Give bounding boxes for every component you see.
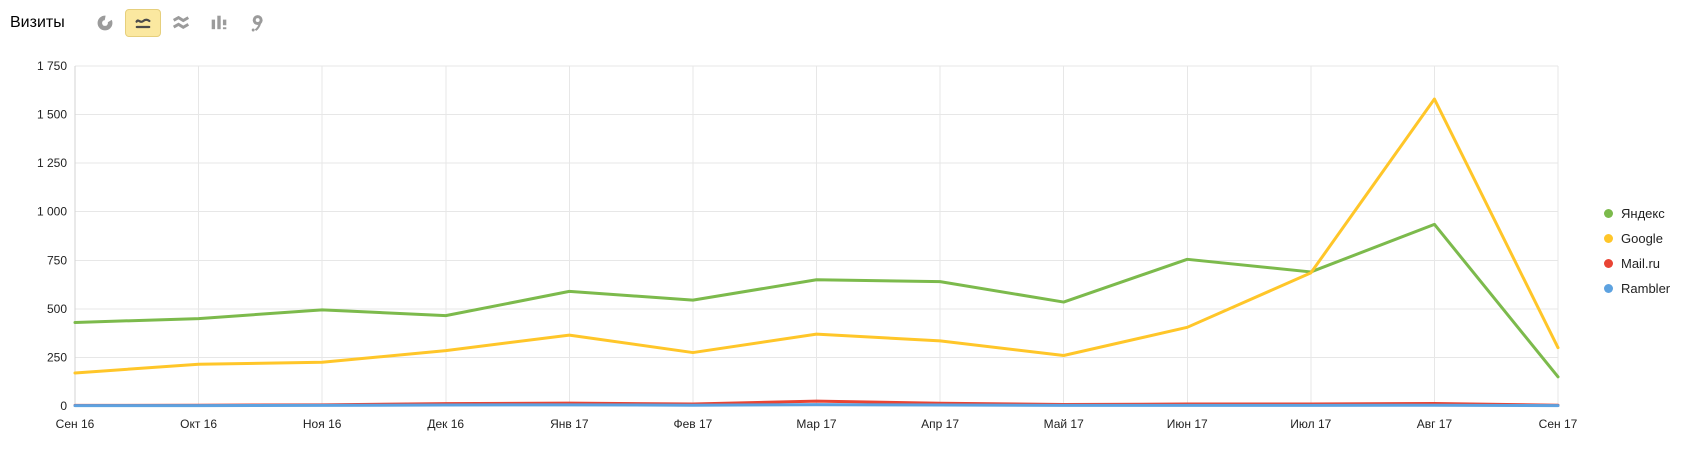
legend-label: Google — [1621, 231, 1663, 246]
x-axis-label: Июл 17 — [1290, 417, 1331, 431]
x-axis-label: Мар 17 — [796, 417, 836, 431]
x-axis-label: Дек 16 — [427, 417, 464, 431]
y-axis-label: 1 750 — [37, 59, 67, 73]
x-axis-label: Сен 17 — [1539, 417, 1578, 431]
line-chart-icon — [135, 18, 151, 29]
chart-legend: Яндекс Google Mail.ru Rambler — [1604, 201, 1670, 301]
x-axis-label: Сен 16 — [56, 417, 95, 431]
legend-item-mailru[interactable]: Mail.ru — [1604, 251, 1670, 276]
legend-label: Яндекс — [1621, 206, 1665, 221]
chart-title: Визиты — [10, 14, 65, 31]
series-dot-rambler — [1604, 284, 1613, 293]
x-axis-label: Июн 17 — [1167, 417, 1208, 431]
x-axis-label: Окт 16 — [180, 417, 217, 431]
map-button[interactable] — [239, 9, 275, 37]
column-chart-button[interactable] — [201, 9, 237, 37]
series-line-1[interactable] — [73, 97, 1560, 375]
y-axis-label: 500 — [47, 302, 67, 316]
legend-label: Rambler — [1621, 281, 1671, 296]
x-axis-label: Май 17 — [1044, 417, 1085, 431]
x-axis-label: Ноя 16 — [303, 417, 342, 431]
stacked-area-chart-icon — [172, 15, 189, 29]
x-axis-label: Янв 17 — [550, 417, 589, 431]
column-chart-icon — [211, 15, 227, 30]
legend-label: Mail.ru — [1621, 256, 1661, 271]
y-axis-label: 0 — [60, 399, 67, 413]
pie-chart-icon — [97, 14, 114, 31]
y-axis-label: 250 — [47, 350, 67, 364]
legend-item-rambler[interactable]: Rambler — [1604, 276, 1670, 301]
y-axis-label: 1 000 — [37, 205, 67, 219]
series-dot-yandex — [1604, 209, 1613, 218]
series-dot-google — [1604, 234, 1613, 243]
stacked-area-chart-button[interactable] — [163, 9, 199, 37]
legend-item-google[interactable]: Google — [1604, 226, 1670, 251]
y-axis-label: 1 500 — [37, 108, 67, 122]
series-line-3[interactable] — [73, 403, 1560, 408]
x-axis-label: Авг 17 — [1417, 417, 1453, 431]
series-dot-mailru — [1604, 259, 1613, 268]
pie-chart-button[interactable] — [87, 9, 123, 37]
y-axis-label: 750 — [47, 253, 67, 267]
line-chart-button[interactable] — [124, 9, 161, 37]
x-axis-label: Апр 17 — [921, 417, 959, 431]
x-axis-label: Фев 17 — [673, 417, 712, 431]
map-pin-icon — [251, 15, 263, 32]
chart-type-toolbar — [87, 9, 277, 37]
y-axis-label: 1 250 — [37, 156, 67, 170]
legend-item-yandex[interactable]: Яндекс — [1604, 201, 1670, 226]
chart-header: Визиты — [10, 7, 277, 39]
